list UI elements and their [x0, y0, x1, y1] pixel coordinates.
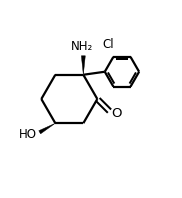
Text: NH₂: NH₂ [71, 40, 94, 52]
Text: HO: HO [19, 128, 37, 141]
Polygon shape [81, 56, 85, 75]
Text: Cl: Cl [103, 37, 114, 50]
Polygon shape [39, 123, 55, 134]
Text: O: O [111, 107, 122, 120]
